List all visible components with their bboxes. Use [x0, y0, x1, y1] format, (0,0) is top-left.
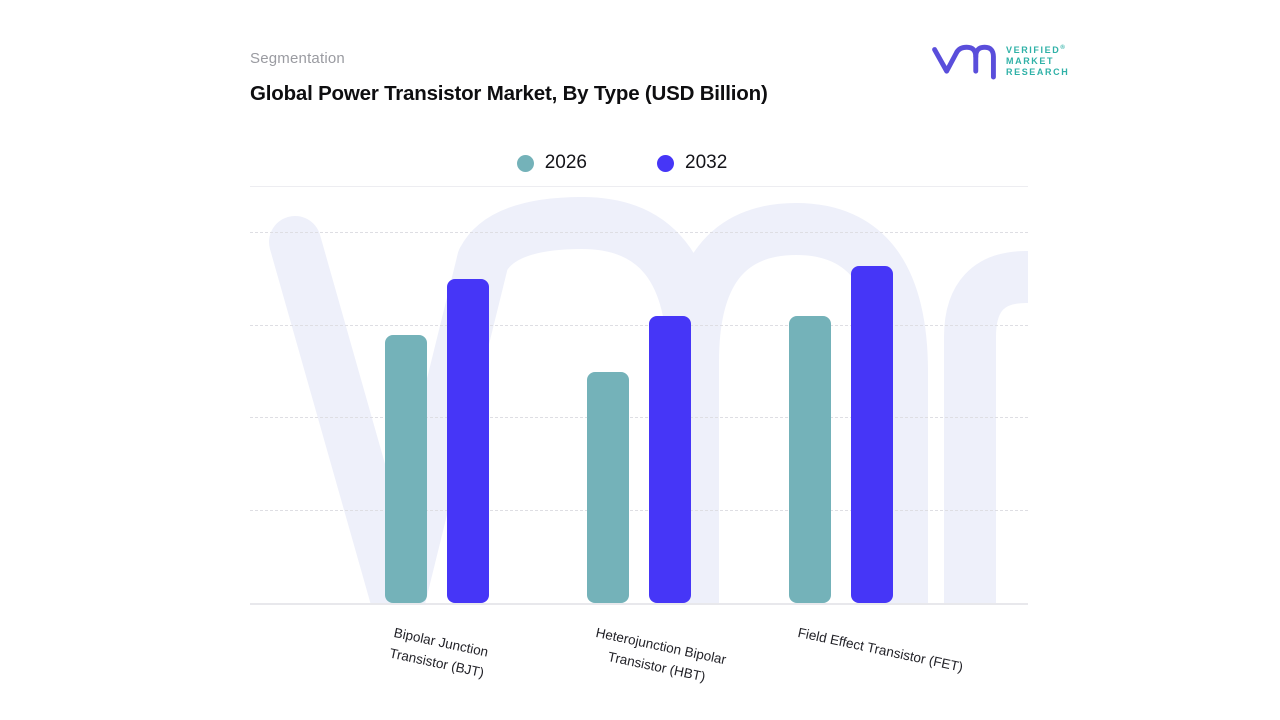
- x-axis-labels: Bipolar Junction Transistor (BJT) Heteroj…: [250, 607, 1028, 720]
- chart-legend: 2026 2032: [233, 149, 1011, 177]
- bar-2032-1: [447, 279, 490, 603]
- section-label: Segmentation: [250, 50, 345, 67]
- gridline: [250, 509, 1028, 511]
- brand-wordmark: VERIFIED® MARKET RESEARCH: [1006, 43, 1069, 78]
- bar-2026-1: [385, 334, 428, 603]
- brand-word-verified: VERIFIED: [1006, 44, 1061, 55]
- bar-2032-2: [649, 316, 691, 603]
- legend-label-2026: 2026: [544, 152, 587, 173]
- bar-group: [587, 187, 691, 603]
- registered-trademark-icon: ®: [1060, 44, 1065, 51]
- bar-2026-2: [587, 371, 629, 603]
- legend-swatch-2026-icon: [516, 154, 534, 172]
- brand-word-market: MARKET: [1006, 55, 1055, 66]
- plot-area: [250, 186, 1028, 605]
- x-axis-label: Bipolar Junction Transistor (BJT): [388, 624, 491, 681]
- gridline: [250, 324, 1028, 326]
- vmr-logo-icon: [932, 44, 996, 80]
- bar-2032-3: [850, 265, 893, 603]
- brand-logo: VERIFIED® MARKET RESEARCH: [930, 38, 1069, 82]
- legend-label-2032: 2032: [685, 152, 728, 173]
- gridline: [250, 417, 1028, 419]
- bar-group: [385, 187, 490, 603]
- gridline: [250, 232, 1028, 234]
- brand-word-research: RESEARCH: [1006, 66, 1070, 77]
- legend-item-2032: 2032: [657, 152, 727, 174]
- x-axis-label: Field Effect Transistor (FET): [795, 624, 964, 675]
- bar-2026-3: [788, 316, 831, 603]
- chart-title: Global Power Transistor Market, By Type …: [250, 82, 768, 105]
- x-axis-label: Heterojunction Bipolar Transistor (HBT): [594, 624, 728, 685]
- legend-swatch-2032-icon: [657, 154, 674, 172]
- bar-group: [788, 187, 893, 603]
- legend-item-2026: 2026: [516, 152, 587, 174]
